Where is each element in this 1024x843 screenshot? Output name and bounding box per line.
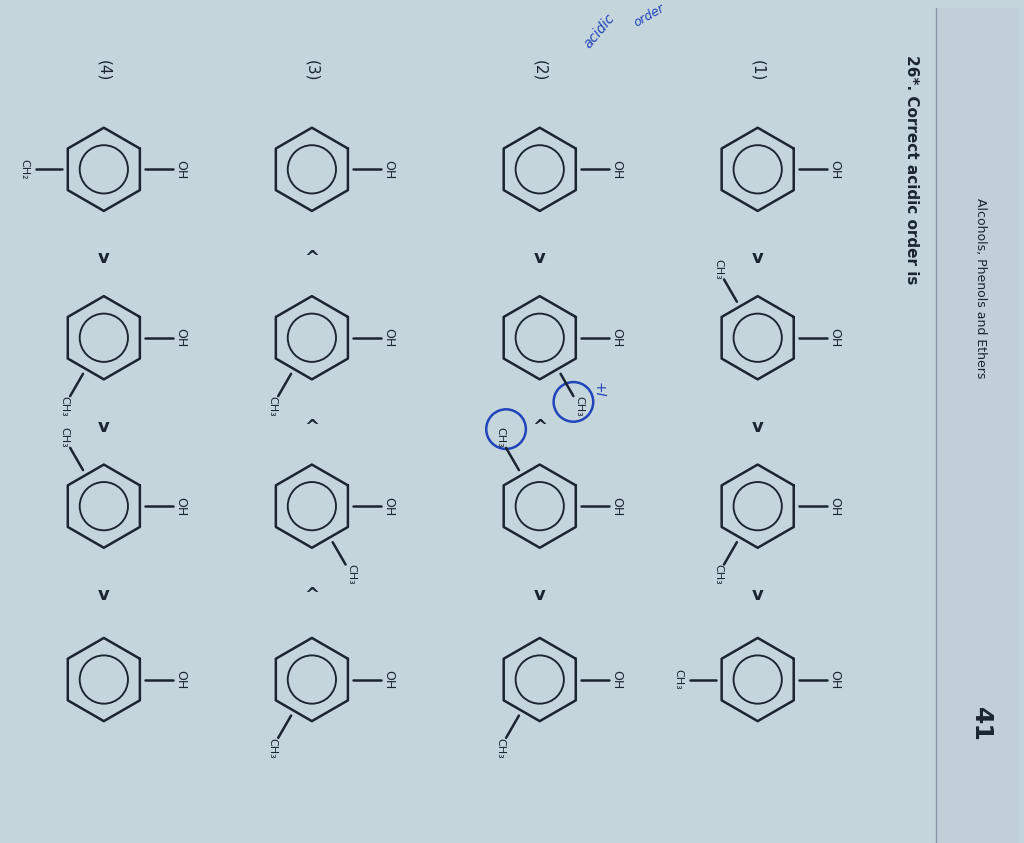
Text: CH₃: CH₃ [59,427,70,448]
Text: CH₃: CH₃ [674,669,683,690]
Text: OH: OH [828,159,842,179]
Text: OH: OH [175,159,187,179]
Text: (2): (2) [532,60,547,81]
Text: v: v [98,250,110,267]
Text: OH: OH [383,670,395,690]
Text: CH₃: CH₃ [574,396,585,416]
Text: OH: OH [610,159,624,179]
Text: CH₃: CH₃ [346,565,356,585]
Text: OH: OH [610,328,624,347]
Text: CH₃: CH₃ [713,259,723,280]
Text: ^: ^ [304,418,319,436]
Text: ^: ^ [304,587,319,604]
Text: Alcohols, Phenols and Ethers: Alcohols, Phenols and Ethers [974,198,987,379]
Text: OH: OH [383,328,395,347]
Text: order: order [631,2,667,30]
Text: OH: OH [383,497,395,516]
Text: OH: OH [828,497,842,516]
Text: acidic: acidic [581,11,617,51]
Text: 41: 41 [969,706,992,742]
Text: CH₃: CH₃ [713,565,723,585]
Text: (4): (4) [96,60,112,81]
Text: 26*. Correct acidic order is: 26*. Correct acidic order is [904,55,919,284]
Text: OH: OH [175,328,187,347]
Text: OH: OH [610,670,624,690]
Text: OH: OH [828,328,842,347]
Text: ^: ^ [532,418,547,436]
Bar [936,8,1019,843]
Text: v: v [752,418,764,436]
Text: v: v [752,250,764,267]
Text: CH₃: CH₃ [267,738,278,759]
Text: ^: ^ [304,250,319,267]
Text: CH₃: CH₃ [496,427,505,448]
Text: +I: +I [591,382,605,398]
Text: (1): (1) [751,60,765,81]
Text: v: v [534,250,546,267]
Text: v: v [534,587,546,604]
Text: OH: OH [828,670,842,690]
Text: OH: OH [383,159,395,179]
Text: OH: OH [610,497,624,516]
Text: (3): (3) [304,60,319,81]
Text: OH: OH [175,670,187,690]
Text: CH₃: CH₃ [59,396,70,416]
Text: OH: OH [175,497,187,516]
Text: v: v [98,418,110,436]
Text: CH₃: CH₃ [496,738,505,759]
Text: v: v [98,587,110,604]
Text: CH₂: CH₂ [19,159,30,180]
Text: CH₃: CH₃ [267,396,278,416]
Text: v: v [752,587,764,604]
